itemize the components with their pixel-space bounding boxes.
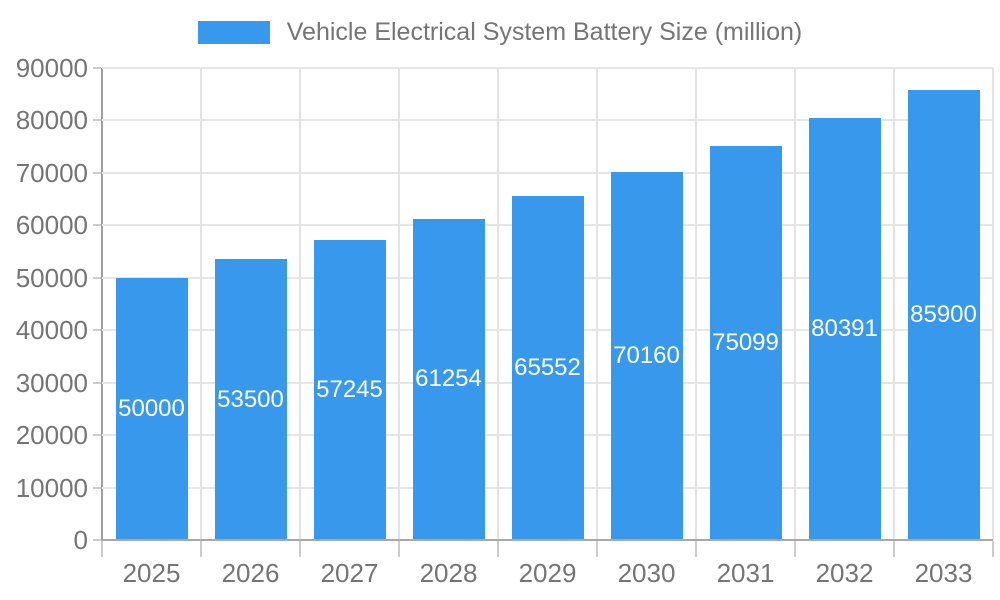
bar-value-label: 80391	[811, 315, 878, 343]
y-axis-tick	[93, 224, 101, 227]
x-axis-tick	[992, 541, 994, 557]
y-gridline	[102, 171, 993, 174]
y-axis-tick	[93, 434, 101, 437]
y-axis-label: 30000	[15, 367, 88, 398]
bar-value-label: 57245	[316, 375, 383, 403]
x-axis-label: 2031	[716, 558, 775, 588]
y-gridline	[102, 119, 993, 122]
x-gridline	[992, 68, 994, 540]
y-axis-label: 90000	[15, 53, 88, 83]
y-gridline	[102, 67, 993, 69]
y-axis-label: 20000	[15, 420, 88, 451]
x-gridline	[695, 68, 697, 540]
x-axis-label: 2025	[122, 558, 181, 588]
x-axis-tick	[695, 541, 697, 557]
y-axis-tick	[93, 381, 101, 384]
y-axis-tick	[93, 539, 101, 541]
bar[interactable]: 57245	[313, 239, 386, 540]
x-gridline	[200, 68, 202, 540]
y-axis-label: 40000	[15, 315, 88, 346]
legend-swatch-icon	[197, 20, 270, 44]
x-axis-line	[101, 539, 993, 541]
bar[interactable]: 75099	[709, 146, 782, 540]
y-axis-tick	[93, 67, 101, 69]
legend-label: Vehicle Electrical System Battery Size (…	[286, 17, 803, 46]
bar-value-label: 85900	[910, 300, 977, 328]
y-axis-label: 70000	[15, 157, 88, 188]
x-gridline	[398, 68, 400, 540]
x-axis-label: 2027	[320, 558, 379, 588]
bar-value-label: 50000	[118, 394, 185, 422]
x-axis-label: 2030	[617, 558, 676, 588]
bar-value-label: 70160	[613, 342, 680, 370]
y-axis-tick	[93, 486, 101, 489]
bar-value-label: 53500	[217, 385, 284, 413]
bar[interactable]: 50000	[115, 277, 188, 540]
x-axis-tick	[200, 541, 202, 557]
bar[interactable]: 61254	[412, 218, 485, 540]
x-gridline	[497, 68, 499, 540]
y-axis-label: 0	[73, 525, 88, 555]
bar[interactable]: 65552	[511, 196, 584, 540]
x-axis-label: 2032	[815, 558, 874, 588]
bar-value-label: 75099	[712, 329, 779, 357]
x-axis-tick	[101, 541, 103, 557]
x-axis-tick	[596, 541, 598, 557]
x-axis-tick	[398, 541, 400, 557]
x-axis-label: 2029	[518, 558, 577, 588]
y-axis-tick	[93, 171, 101, 174]
x-axis-label: 2026	[221, 558, 280, 588]
bar[interactable]: 70160	[610, 172, 683, 540]
bar[interactable]: 53500	[214, 259, 287, 540]
legend: Vehicle Electrical System Battery Size (…	[0, 16, 1000, 48]
bar-value-label: 65552	[514, 354, 581, 382]
x-axis-label: 2028	[419, 558, 478, 588]
x-gridline	[596, 68, 598, 540]
y-axis-label: 60000	[15, 210, 88, 241]
bar[interactable]: 80391	[808, 118, 881, 540]
x-axis-tick	[893, 541, 895, 557]
x-axis-tick	[299, 541, 301, 557]
x-axis-tick	[497, 541, 499, 557]
y-axis-label: 80000	[15, 105, 88, 136]
x-axis-tick	[794, 541, 796, 557]
y-axis-label: 50000	[15, 262, 88, 293]
x-gridline	[893, 68, 895, 540]
bar-value-label: 61254	[415, 365, 482, 393]
y-axis-tick	[93, 276, 101, 279]
bar[interactable]: 85900	[907, 89, 980, 540]
y-axis-tick	[93, 329, 101, 332]
x-gridline	[299, 68, 301, 540]
x-axis-label: 2033	[914, 558, 973, 588]
plot-area: 50000 53500 57245 61254 65552 70160 75099 80391…	[102, 67, 994, 540]
y-axis-tick	[93, 119, 101, 122]
x-gridline	[794, 68, 796, 540]
y-axis-line	[101, 68, 103, 557]
y-axis-label: 10000	[15, 472, 88, 503]
